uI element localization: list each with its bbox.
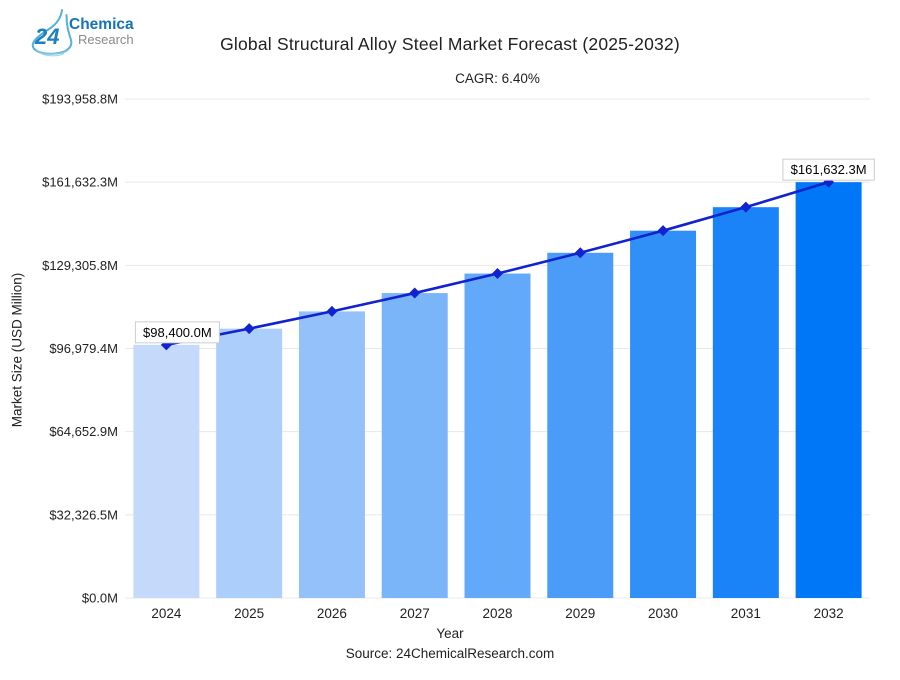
- chart-title: Global Structural Alloy Steel Market For…: [220, 34, 680, 54]
- annotation-box: [782, 158, 875, 181]
- x-tick-label: 2024: [151, 606, 182, 621]
- bar-2031: [712, 207, 779, 598]
- bar-2025: [216, 328, 283, 598]
- y-tick-label: $161,632.3M: [42, 175, 118, 190]
- marker-2026: [326, 305, 338, 317]
- bar-2026: [298, 311, 365, 598]
- x-tick-label: 2027: [400, 606, 430, 621]
- x-tick-label: 2025: [234, 606, 264, 621]
- x-tick-label: 2028: [482, 606, 512, 621]
- x-tick-label: 2026: [317, 606, 347, 621]
- y-tick-label: $0.0M: [82, 591, 118, 606]
- annotation-label: $98,400.0M: [143, 325, 212, 340]
- bar-2027: [381, 293, 448, 598]
- x-tick-label: 2032: [814, 606, 844, 621]
- x-tick-label: 2030: [648, 606, 678, 621]
- x-tick-label: 2031: [731, 606, 761, 621]
- brand-logo: 24 Chemical Research: [16, 6, 138, 63]
- y-tick-label: $64,652.9M: [49, 424, 118, 439]
- marker-2030: [657, 225, 669, 237]
- flask-icon: [31, 9, 73, 57]
- brand-name-top: Chemical: [69, 16, 134, 33]
- brand-logo-svg: 24 Chemical Research: [31, 9, 138, 57]
- marker-2029: [574, 247, 586, 259]
- bar-2030: [630, 230, 697, 598]
- bar-2032: [795, 182, 862, 598]
- x-axis-label: Year: [436, 626, 464, 641]
- y-tick-label: $193,958.8M: [42, 92, 118, 107]
- marker-2025: [243, 323, 255, 335]
- marker-2031: [740, 201, 752, 213]
- bar-2024: [133, 344, 200, 598]
- bar-2028: [464, 273, 531, 598]
- source-note: Source: 24ChemicalResearch.com: [345, 646, 555, 661]
- marker-2028: [492, 268, 503, 280]
- chart-subtitle: CAGR: 6.40%: [455, 71, 540, 86]
- y-tick-label: $32,326.5M: [49, 507, 118, 522]
- x-tick-label: 2029: [565, 606, 595, 621]
- y-tick-label: $96,979.4M: [49, 341, 118, 356]
- marker-2027: [409, 287, 421, 299]
- bar-2029: [547, 252, 614, 598]
- y-tick-label: $129,305.8M: [42, 258, 118, 273]
- annotation-label: $161,632.3M: [791, 162, 867, 177]
- brand-name-bottom: Research: [78, 32, 134, 47]
- annotation-box: [134, 321, 220, 344]
- brand-number: 24: [34, 24, 59, 49]
